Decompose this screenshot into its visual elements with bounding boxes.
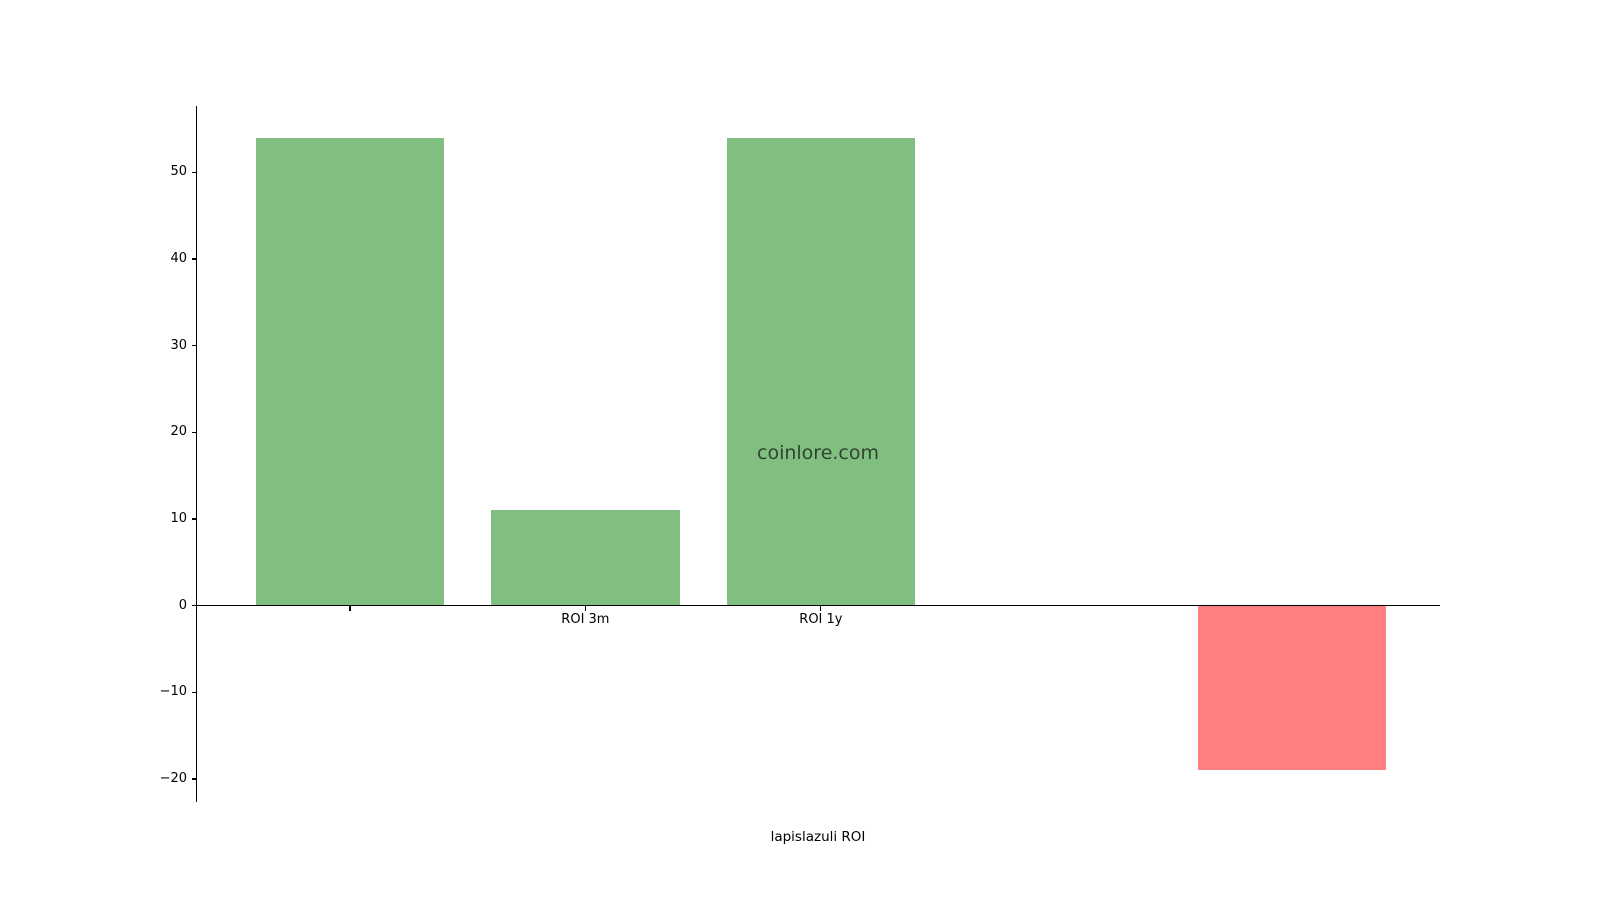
y-tick-label: 20 bbox=[170, 424, 187, 440]
y-tick bbox=[191, 605, 196, 607]
y-tick-label: 30 bbox=[170, 337, 187, 353]
y-tick bbox=[191, 518, 196, 520]
x-axis-title: lapislazuli ROI bbox=[770, 829, 866, 845]
y-tick bbox=[191, 171, 196, 173]
y-tick bbox=[191, 431, 196, 433]
y-tick-label: 10 bbox=[170, 511, 187, 526]
y-tick bbox=[191, 778, 196, 780]
bar bbox=[255, 137, 445, 606]
x-tick bbox=[584, 606, 586, 611]
x-axis-line bbox=[197, 605, 1440, 607]
y-tick bbox=[191, 258, 196, 260]
y-tick bbox=[191, 345, 196, 347]
bar bbox=[726, 137, 915, 606]
x-tick-label: ROI 3m bbox=[561, 612, 610, 628]
y-axis-spine bbox=[196, 106, 198, 802]
y-tick-label: −20 bbox=[159, 771, 187, 786]
bar bbox=[491, 510, 680, 606]
y-tick-label: 40 bbox=[170, 251, 187, 266]
bar bbox=[1197, 605, 1386, 771]
x-tick bbox=[820, 606, 822, 611]
y-tick bbox=[191, 691, 196, 693]
watermark-text: coinlore.com bbox=[757, 442, 879, 464]
y-tick-label: 50 bbox=[170, 164, 187, 180]
y-tick-label: −10 bbox=[159, 684, 187, 700]
y-tick-label: 0 bbox=[178, 597, 187, 613]
x-tick-label: ROI 1y bbox=[799, 612, 843, 628]
x-tick bbox=[349, 606, 351, 611]
